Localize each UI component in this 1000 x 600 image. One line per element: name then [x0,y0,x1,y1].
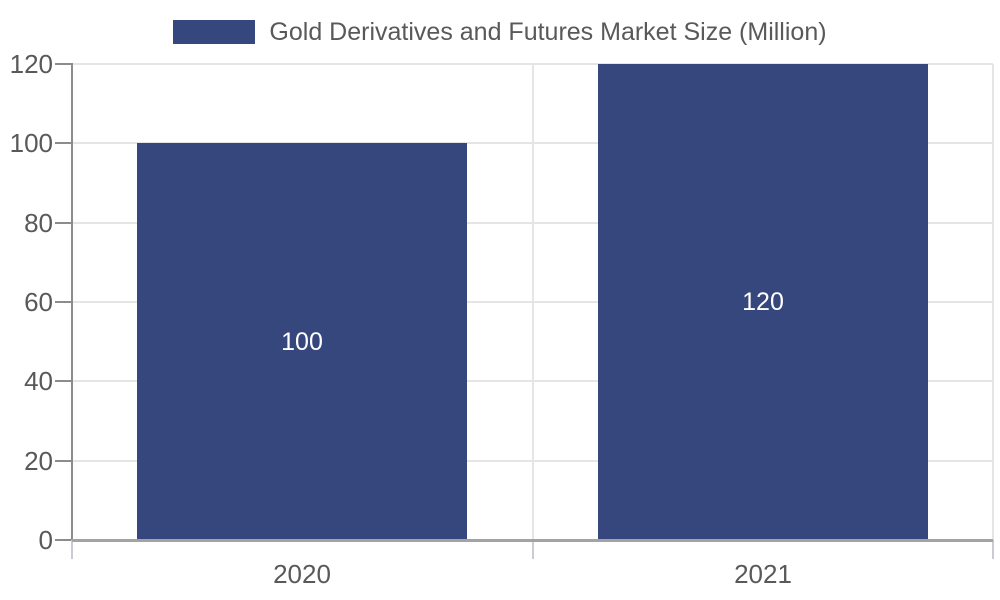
bar-value-label-2021: 120 [742,288,784,316]
y-tick-label-40: 40 [24,366,53,397]
y-tick-label-100: 100 [9,128,53,159]
y-tick-40 [55,380,72,383]
y-tick-label-60: 60 [24,287,53,317]
x-axis-line [72,539,993,542]
legend: Gold Derivatives and Futures Market Size… [0,18,1000,46]
x-tick-boundary-0 [71,540,73,559]
gridline-x-boundary-1 [531,64,534,540]
y-tick-80 [55,221,72,224]
y-tick-0 [55,539,72,541]
y-tick-label-80: 80 [24,207,53,238]
bar-value-label-2020: 100 [281,328,323,356]
x-tick-label-2020: 2020 [273,559,331,589]
x-tick-label-2021: 2021 [734,559,792,589]
gridline-x-boundary-2 [992,64,994,540]
y-tick-20 [55,459,72,462]
y-tick-label-20: 20 [24,445,53,476]
y-tick-120 [55,63,72,65]
bar-2020 [137,143,467,540]
y-tick-60 [55,301,72,303]
bar-2021 [598,64,928,540]
y-tick-label-0: 0 [38,525,53,555]
legend-label: Gold Derivatives and Futures Market Size… [269,17,827,46]
y-tick-100 [55,142,72,145]
y-axis-line [71,63,73,540]
x-tick-boundary-2 [992,540,994,559]
y-tick-label-120: 120 [9,49,53,79]
legend-swatch [173,20,256,44]
x-tick-boundary-1 [531,540,534,559]
